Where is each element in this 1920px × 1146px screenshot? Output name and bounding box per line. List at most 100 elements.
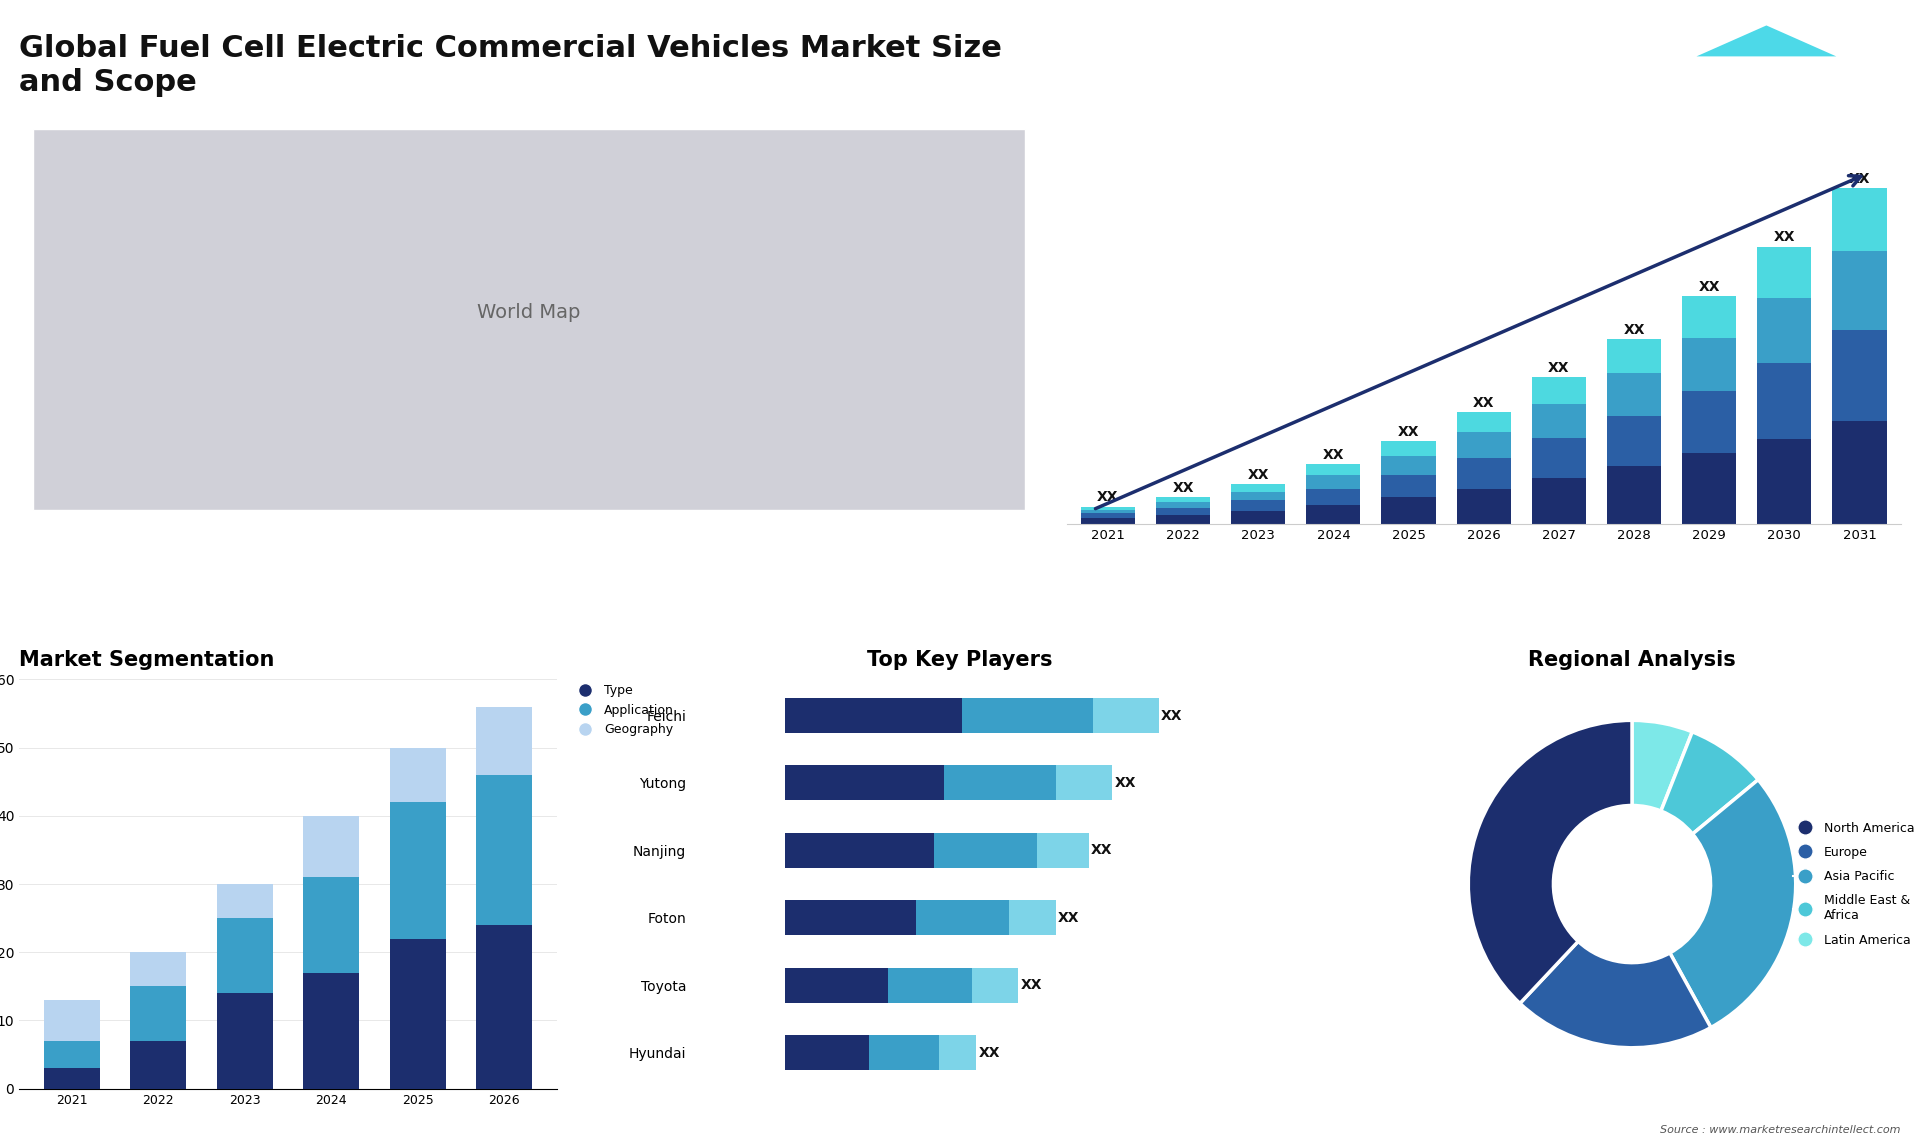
Bar [785, 766, 943, 800]
Bar [44, 1041, 100, 1068]
Bar [943, 766, 1056, 800]
Text: XX: XX [1398, 425, 1419, 439]
Bar [785, 833, 935, 868]
Bar [972, 967, 1018, 1003]
Text: XX: XX [1021, 979, 1043, 992]
Text: Market Segmentation: Market Segmentation [19, 650, 275, 669]
Bar [1832, 251, 1887, 330]
Bar [1757, 298, 1811, 363]
Text: XX: XX [1699, 280, 1720, 293]
Bar [1156, 497, 1210, 502]
Text: XX: XX [1162, 708, 1183, 722]
Bar [476, 775, 532, 925]
Bar [1457, 458, 1511, 488]
Title: Regional Analysis: Regional Analysis [1528, 650, 1736, 669]
Text: XX: XX [1774, 230, 1795, 244]
Text: MARKET
RESEARCH
INTELLECT: MARKET RESEARCH INTELLECT [1822, 47, 1868, 80]
Bar [303, 816, 359, 877]
Bar [916, 901, 1010, 935]
Text: XX: XX [1173, 481, 1194, 495]
Text: XX: XX [1091, 843, 1112, 857]
Text: Global Fuel Cell Electric Commercial Vehicles Market Size
and Scope: Global Fuel Cell Electric Commercial Veh… [19, 34, 1002, 97]
Text: XX: XX [1548, 361, 1571, 375]
Bar [935, 833, 1037, 868]
Bar [1081, 507, 1135, 510]
Bar [1832, 330, 1887, 421]
Bar [1532, 438, 1586, 478]
Bar [1457, 413, 1511, 432]
Bar [1832, 421, 1887, 524]
Text: XX: XX [1058, 911, 1079, 925]
Text: XX: XX [1622, 323, 1645, 337]
Bar [1306, 505, 1361, 524]
Bar [1010, 901, 1056, 935]
Bar [217, 918, 273, 994]
Bar [217, 884, 273, 918]
Text: XX: XX [1849, 172, 1870, 186]
Bar [476, 707, 532, 775]
Wedge shape [1661, 732, 1759, 834]
Legend: North America, Europe, Asia Pacific, Middle East &
Africa, Latin America: North America, Europe, Asia Pacific, Mid… [1788, 817, 1920, 951]
Bar [131, 987, 186, 1041]
Bar [1682, 454, 1736, 524]
Bar [1532, 403, 1586, 438]
Bar [390, 747, 445, 802]
Bar [390, 802, 445, 939]
Bar [1382, 497, 1436, 524]
Text: XX: XX [979, 1045, 1000, 1060]
Bar [1081, 510, 1135, 513]
Bar [131, 1041, 186, 1089]
Bar [1056, 766, 1112, 800]
Text: Source : www.marketresearchintellect.com: Source : www.marketresearchintellect.com [1661, 1124, 1901, 1135]
Bar [1081, 518, 1135, 524]
Bar [1457, 488, 1511, 524]
Bar [1231, 501, 1284, 511]
Text: World Map: World Map [478, 303, 580, 322]
Bar [1757, 246, 1811, 298]
Bar [1306, 488, 1361, 505]
Text: XX: XX [1096, 490, 1119, 504]
Bar [870, 1035, 939, 1070]
Bar [1037, 833, 1089, 868]
Text: XX: XX [1248, 468, 1269, 482]
Bar [44, 1000, 100, 1041]
Bar [1092, 698, 1158, 733]
Bar [1757, 363, 1811, 439]
Bar [1382, 476, 1436, 497]
Bar [1156, 508, 1210, 515]
Bar [1607, 416, 1661, 466]
Bar [44, 1068, 100, 1089]
Bar [1306, 464, 1361, 476]
Bar [887, 967, 972, 1003]
Bar [476, 925, 532, 1089]
Bar [1382, 456, 1436, 476]
Bar [1532, 478, 1586, 524]
Bar [1156, 515, 1210, 524]
Bar [1231, 485, 1284, 492]
Wedge shape [1521, 941, 1711, 1047]
Bar [1081, 513, 1135, 518]
Bar [1607, 339, 1661, 374]
Bar [1457, 432, 1511, 458]
Bar [1231, 492, 1284, 501]
Text: XX: XX [1473, 395, 1494, 410]
Bar [1682, 338, 1736, 392]
Bar [1757, 439, 1811, 524]
Bar [217, 994, 273, 1089]
Polygon shape [1697, 25, 1836, 56]
Bar [1306, 476, 1361, 488]
Legend: Type, Application, Geography: Type, Application, Geography [568, 680, 678, 741]
Bar [1382, 441, 1436, 456]
Bar [1682, 296, 1736, 338]
Polygon shape [1661, 25, 1811, 81]
Bar [1832, 188, 1887, 251]
Bar [1156, 502, 1210, 508]
Bar [785, 901, 916, 935]
Bar [390, 939, 445, 1089]
Wedge shape [1469, 721, 1632, 1004]
Bar [131, 952, 186, 987]
Wedge shape [1670, 779, 1795, 1028]
Bar [1607, 466, 1661, 524]
Bar [303, 877, 359, 973]
Bar [1532, 377, 1586, 403]
